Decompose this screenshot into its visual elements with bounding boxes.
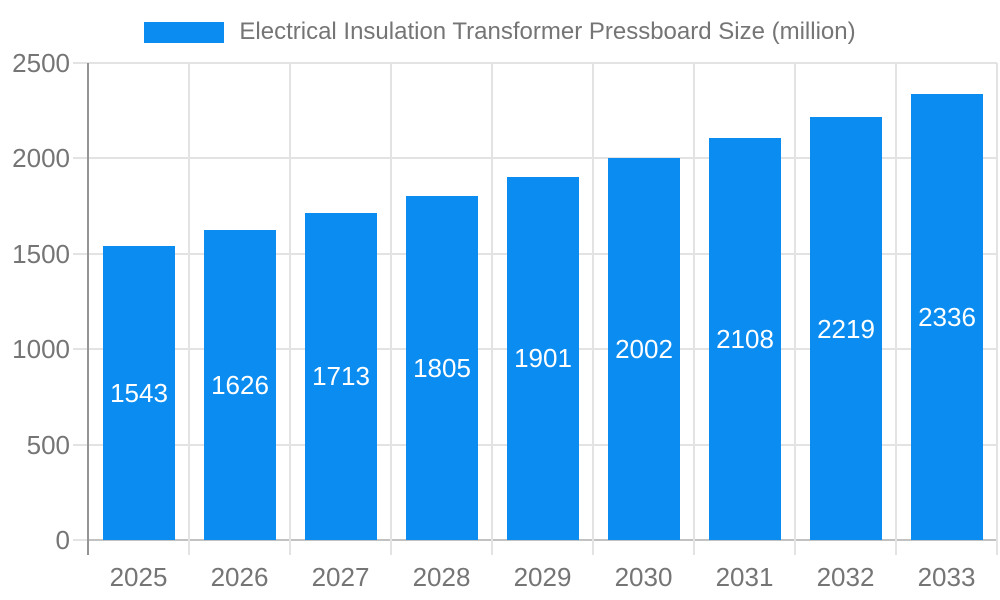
bar-value-label: 1713	[312, 361, 370, 391]
x-gridline	[693, 63, 695, 555]
y-axis-tick	[73, 253, 88, 255]
y-tick-label: 1500	[12, 239, 70, 269]
bar[interactable]: 2336	[911, 94, 983, 540]
y-gridline	[88, 157, 997, 159]
bar-value-label: 2219	[817, 314, 875, 344]
y-axis-tick	[73, 539, 88, 541]
x-tick-label: 2031	[715, 562, 774, 592]
y-axis-line	[87, 63, 89, 555]
chart-title: Electrical Insulation Transformer Pressb…	[239, 18, 856, 45]
y-tick-label: 1000	[12, 334, 70, 364]
x-gridline	[996, 63, 998, 555]
y-axis-tick	[73, 444, 88, 446]
x-tick-label: 2030	[614, 562, 673, 592]
bar[interactable]: 2219	[810, 117, 882, 540]
x-tick-label: 2028	[412, 562, 471, 592]
bar-value-label: 1543	[110, 378, 168, 408]
x-gridline	[794, 63, 796, 555]
x-gridline	[592, 63, 594, 555]
x-tick-label: 2026	[210, 562, 269, 592]
bar[interactable]: 2002	[608, 158, 680, 540]
y-axis-tick	[73, 348, 88, 350]
bar-value-label: 2336	[918, 302, 976, 332]
x-tick-label: 2027	[311, 562, 370, 592]
x-gridline	[895, 63, 897, 555]
bar-value-label: 1805	[413, 353, 471, 383]
legend-item[interactable]: Electrical Insulation Transformer Pressb…	[0, 16, 1000, 48]
y-tick-label: 2000	[12, 143, 70, 173]
bar-value-label: 2002	[615, 334, 673, 364]
bar[interactable]: 1805	[406, 196, 478, 540]
y-tick-label: 2500	[12, 48, 70, 78]
bar-value-label: 2108	[716, 324, 774, 354]
x-gridline	[289, 63, 291, 555]
y-tick-label: 500	[26, 430, 70, 460]
bar-value-label: 1901	[514, 343, 572, 373]
bar[interactable]: 1626	[204, 230, 276, 540]
y-axis-tick	[73, 157, 88, 159]
x-tick-label: 2029	[513, 562, 572, 592]
x-gridline	[390, 63, 392, 555]
x-tick-label: 2025	[109, 562, 168, 592]
x-tick-label: 2032	[816, 562, 875, 592]
bar-value-label: 1626	[211, 370, 269, 400]
bar[interactable]: 1713	[305, 213, 377, 540]
legend-swatch	[144, 21, 225, 43]
y-axis-tick	[73, 62, 88, 64]
x-gridline	[188, 63, 190, 555]
bar[interactable]: 1543	[103, 246, 175, 540]
x-gridline	[491, 63, 493, 555]
bar[interactable]: 2108	[709, 138, 781, 540]
y-gridline	[88, 62, 997, 64]
y-gridline	[88, 539, 997, 541]
y-tick-label: 0	[55, 525, 70, 555]
bar[interactable]: 1901	[507, 177, 579, 540]
x-tick-label: 2033	[917, 562, 976, 592]
